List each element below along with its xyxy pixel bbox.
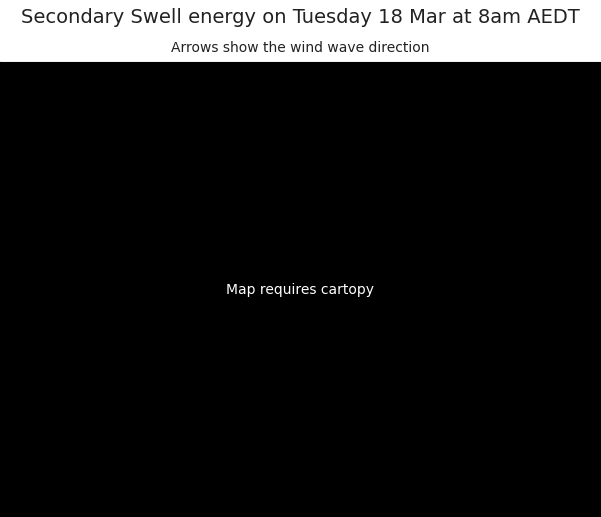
Text: Secondary Swell energy on Tuesday 18 Mar at 8am AEDT: Secondary Swell energy on Tuesday 18 Mar… — [21, 8, 580, 27]
Text: Arrows show the wind wave direction: Arrows show the wind wave direction — [171, 41, 430, 55]
Text: Map requires cartopy: Map requires cartopy — [227, 282, 374, 297]
